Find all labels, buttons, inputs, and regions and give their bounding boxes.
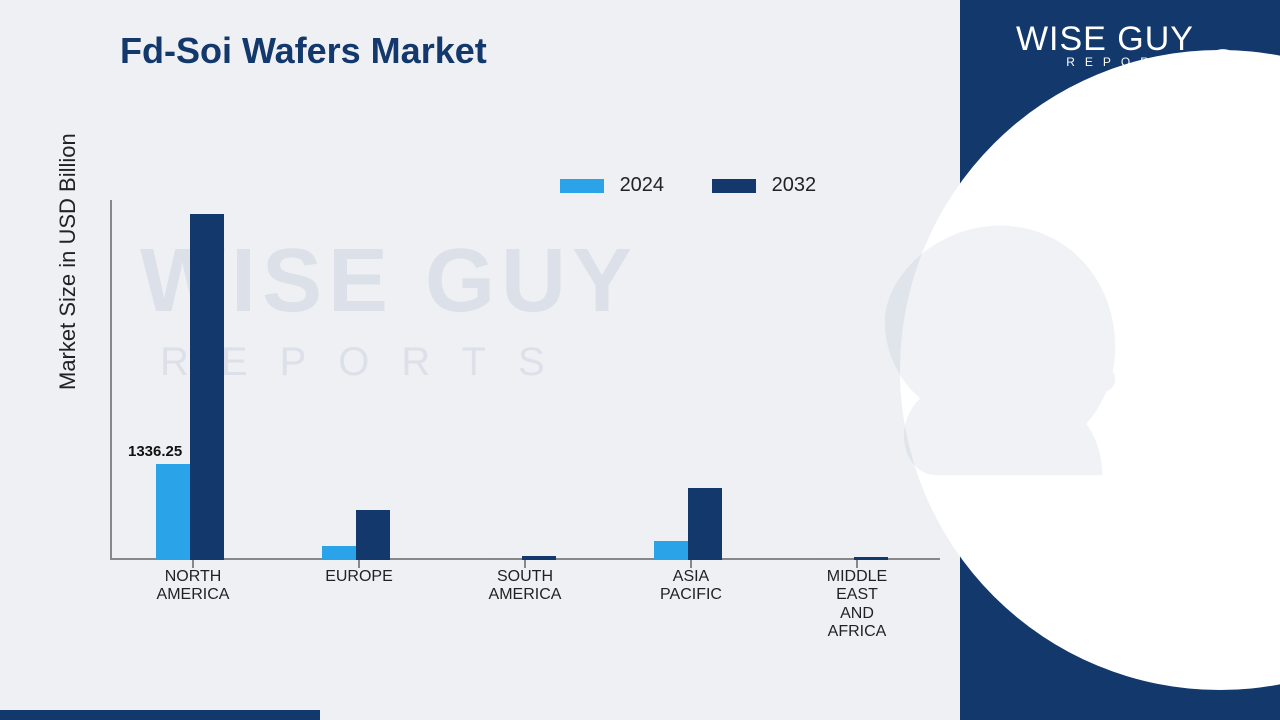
bar-series-a (322, 546, 356, 560)
legend-item-b: 2032 (712, 174, 816, 197)
bar-value-label: 1336.25 (128, 443, 182, 460)
bar-series-b (688, 488, 722, 560)
bar-series-b (854, 557, 888, 560)
chart-canvas: WISE GUY REPORTS Fd-Soi Wafers Market WI… (0, 0, 1280, 720)
category-label: NORTHAMERICA (110, 568, 276, 605)
brand-logo: WISE GUY REPORTS (1016, 20, 1250, 69)
bar-series-a (654, 541, 688, 560)
category-label: SOUTHAMERICA (442, 568, 608, 605)
bar-series-a (820, 559, 854, 560)
category-label: MIDDLEEASTANDAFRICA (774, 568, 940, 642)
legend-swatch-a (560, 179, 604, 193)
bar-series-a (156, 464, 190, 560)
bar-series-b (190, 214, 224, 560)
x-tick (358, 560, 360, 568)
bar-series-b (356, 510, 390, 560)
legend-item-a: 2024 (560, 174, 664, 197)
x-tick (690, 560, 692, 568)
logo-text-main: WISE GUY (1016, 20, 1194, 59)
plot-area: 1336.25NORTHAMERICAEUROPESOUTHAMERICAASI… (110, 200, 940, 560)
x-tick (856, 560, 858, 568)
x-tick (192, 560, 194, 568)
x-tick (524, 560, 526, 568)
category-label: EUROPE (276, 568, 442, 586)
y-axis-label: Market Size in USD Billion (55, 133, 81, 390)
logo-head-icon (1198, 44, 1250, 100)
category-label: ASIAPACIFIC (608, 568, 774, 605)
legend-label-b: 2032 (772, 174, 817, 196)
legend-swatch-b (712, 179, 756, 193)
chart-title: Fd-Soi Wafers Market (120, 30, 487, 72)
bar-series-b (522, 556, 556, 560)
footer-accent-bar (0, 710, 320, 720)
legend-label-a: 2024 (620, 174, 665, 196)
bar-series-a (488, 559, 522, 560)
chart-legend: 2024 2032 (560, 174, 816, 197)
y-axis-line (110, 200, 112, 560)
